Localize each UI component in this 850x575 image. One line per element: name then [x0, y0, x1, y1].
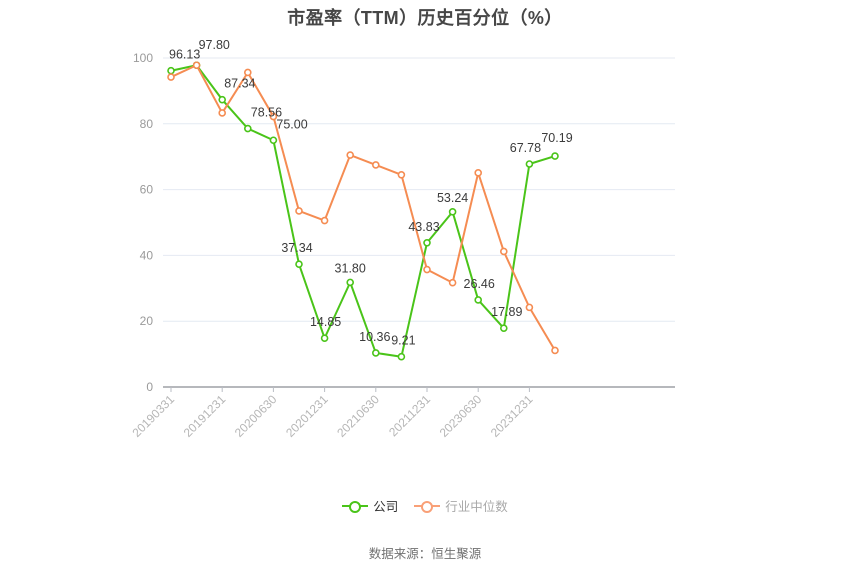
- data-point-company-5[interactable]: [295, 260, 303, 268]
- data-point-industry-median-4[interactable]: [269, 112, 278, 121]
- y-axis-tick-0: 0: [146, 380, 153, 394]
- data-point-industry-median-12[interactable]: [474, 169, 483, 177]
- data-point-company-6[interactable]: [320, 334, 329, 342]
- data-point-company-8[interactable]: [371, 349, 380, 357]
- legend-item-industry-median[interactable]: 行业中位数: [414, 496, 508, 515]
- data-point-industry-median-0[interactable]: [167, 73, 175, 81]
- data-point-industry-median-1[interactable]: [192, 61, 201, 70]
- data-point-industry-median-9[interactable]: [397, 170, 406, 179]
- data-label-company-15: 70.19: [541, 131, 572, 145]
- x-axis-tick-20190331: 20190331: [129, 392, 177, 440]
- data-label-company-11: 53.24: [437, 191, 468, 205]
- series-line-industry-median[interactable]: [170, 64, 556, 352]
- data-point-industry-median-15[interactable]: [551, 346, 559, 355]
- data-label-company-7: 31.80: [335, 261, 366, 275]
- x-axis-tick-20191231: 20191231: [181, 392, 229, 440]
- data-label-company-5: 37.34: [281, 241, 312, 255]
- data-point-industry-median-3[interactable]: [244, 68, 252, 77]
- data-point-industry-median-5[interactable]: [295, 207, 303, 215]
- data-point-company-11[interactable]: [448, 208, 457, 216]
- y-axis-tick-80: 80: [140, 117, 154, 131]
- legend-item-company[interactable]: 公司: [342, 496, 398, 515]
- legend-label-industry-median: 行业中位数: [445, 500, 508, 514]
- data-point-industry-median-13[interactable]: [499, 247, 508, 256]
- y-axis-tick-60: 60: [140, 183, 154, 197]
- data-label-company-2: 87.34: [224, 77, 255, 91]
- data-label-company-14: 67.78: [510, 141, 541, 155]
- line-chart-plot[interactable]: 0 20 40 60 80 100 20190331 20191231 20200630 2020…: [0, 0, 850, 490]
- data-point-industry-median-6[interactable]: [320, 216, 329, 225]
- data-point-company-14[interactable]: [525, 160, 534, 168]
- data-point-company-12[interactable]: [474, 296, 483, 304]
- chart-legend: 公司 行业中位数: [0, 496, 850, 515]
- data-point-company-3[interactable]: [244, 124, 252, 133]
- data-point-company-10[interactable]: [423, 238, 431, 247]
- y-axis-tick-100: 100: [133, 51, 153, 65]
- chart-title: 市盈率（TTM）历史百分位（%）: [287, 8, 563, 28]
- data-label-company-8: 10.36: [359, 330, 390, 344]
- data-point-industry-median-7[interactable]: [346, 151, 355, 159]
- data-label-company-1: 97.80: [199, 38, 230, 52]
- data-label-company-9: 9.21: [391, 334, 415, 348]
- data-label-company-10: 43.83: [408, 220, 439, 234]
- y-axis-tick-20: 20: [140, 314, 154, 328]
- data-label-company-12: 26.46: [464, 277, 495, 291]
- data-point-company-4[interactable]: [269, 136, 278, 145]
- data-label-company-4: 75.00: [276, 117, 307, 131]
- data-point-industry-median-10[interactable]: [423, 265, 431, 274]
- data-point-company-2[interactable]: [218, 95, 226, 104]
- data-label-company-3: 78.56: [251, 106, 282, 120]
- legend-label-company: 公司: [373, 500, 399, 514]
- data-label-company-0: 96.13: [169, 48, 200, 62]
- data-point-industry-median-14[interactable]: [525, 303, 534, 312]
- data-source-note: 数据来源：恒生聚源: [368, 547, 482, 561]
- data-point-industry-median-11[interactable]: [448, 278, 457, 287]
- data-label-company-6: 14.85: [310, 315, 341, 329]
- x-axis-tick-20211231: 20211231: [386, 392, 433, 439]
- x-axis-tick-20200630: 20200630: [232, 392, 280, 440]
- data-point-company-0[interactable]: [167, 66, 175, 75]
- data-point-industry-median-8[interactable]: [371, 161, 380, 169]
- x-axis-tick-20201231: 20201231: [283, 392, 331, 440]
- x-axis-tick-20231231: 20231231: [488, 392, 536, 440]
- data-label-company-13: 17.89: [491, 305, 522, 319]
- legend-marker-industry-median-icon: [414, 500, 441, 513]
- x-axis-tick-20230630: 20230630: [437, 392, 485, 440]
- data-point-company-13[interactable]: [499, 324, 508, 332]
- x-axis-tick-20210630: 20210630: [334, 392, 382, 440]
- data-point-company-9[interactable]: [397, 352, 406, 361]
- data-point-company-15[interactable]: [551, 152, 559, 160]
- data-point-industry-median-2[interactable]: [218, 109, 226, 117]
- y-axis-tick-40: 40: [140, 248, 154, 262]
- legend-marker-company-icon: [342, 500, 369, 513]
- series-line-company[interactable]: [170, 64, 556, 358]
- data-point-company-7[interactable]: [346, 278, 355, 287]
